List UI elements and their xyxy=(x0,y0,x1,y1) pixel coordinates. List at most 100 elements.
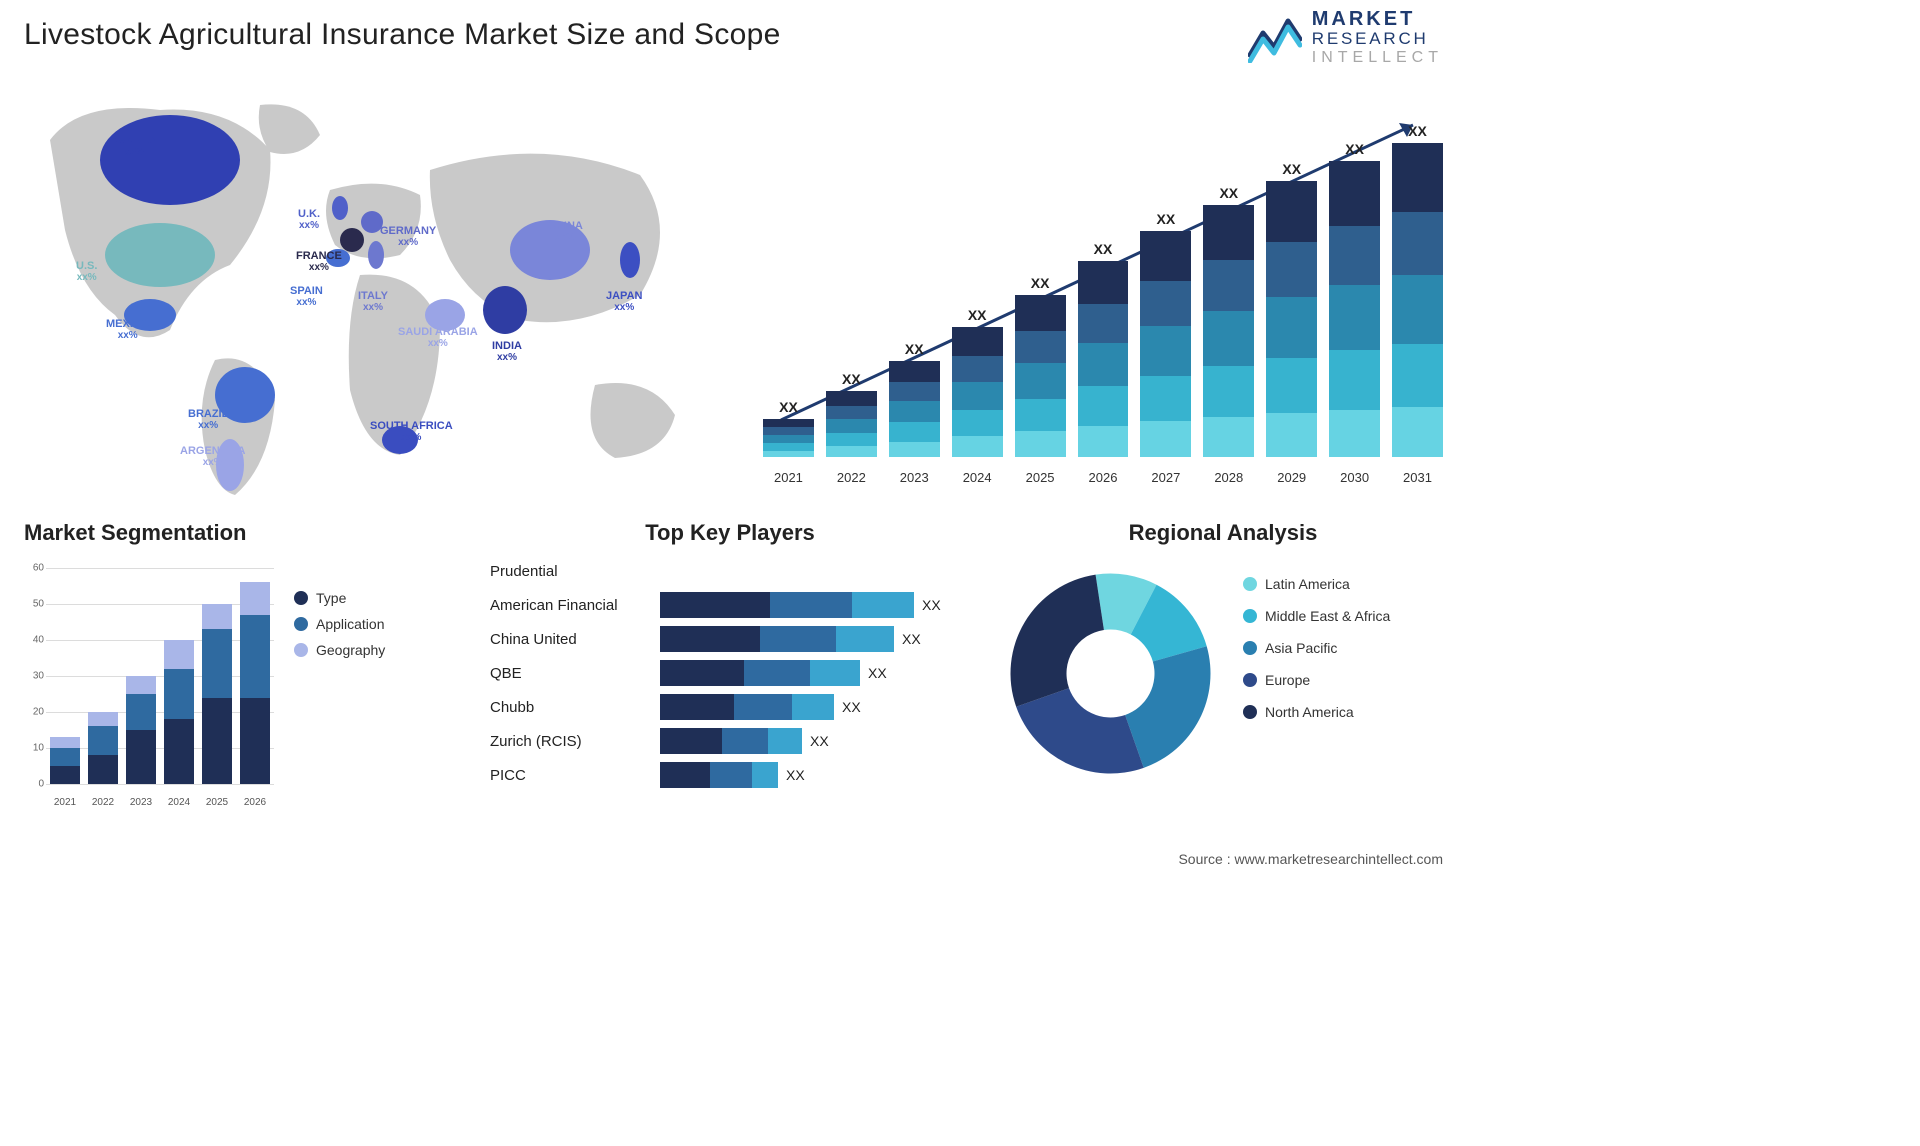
growth-bar-value: XX xyxy=(1408,123,1427,139)
map-label-spain: SPAINxx% xyxy=(290,285,323,308)
segmentation-title: Market Segmentation xyxy=(24,520,444,546)
legend-dot-icon xyxy=(1243,609,1257,623)
growth-bar-value: XX xyxy=(905,341,924,357)
map-label-china: CHINAxx% xyxy=(548,220,583,243)
legend-dot-icon xyxy=(294,617,308,631)
player-name: China United xyxy=(490,631,660,648)
map-label-india: INDIAxx% xyxy=(492,340,522,363)
seg-legend-item: Type xyxy=(294,590,385,606)
growth-bar-value: XX xyxy=(1157,211,1176,227)
seg-year-label: 2021 xyxy=(50,797,80,808)
seg-ytick: 0 xyxy=(38,779,44,790)
segmentation-legend: TypeApplicationGeography xyxy=(294,590,385,668)
legend-label: Middle East & Africa xyxy=(1265,608,1390,624)
logo-line1: MARKET xyxy=(1312,8,1443,30)
regional-legend-item: Europe xyxy=(1243,672,1390,688)
legend-label: North America xyxy=(1265,704,1354,720)
player-value: XX xyxy=(902,631,921,647)
player-row: Zurich (RCIS)XX xyxy=(490,724,970,758)
page-title: Livestock Agricultural Insurance Market … xyxy=(24,18,781,52)
seg-ytick: 50 xyxy=(33,599,44,610)
player-row: Prudential xyxy=(490,554,970,588)
map-label-argentina: ARGENTINAxx% xyxy=(180,445,245,468)
regional-donut-chart xyxy=(1003,566,1218,781)
growth-bar-value: XX xyxy=(1282,161,1301,177)
player-value: XX xyxy=(868,665,887,681)
map-label-brazil: BRAZILxx% xyxy=(188,408,228,431)
growth-bar-2028: XX xyxy=(1203,185,1254,457)
seg-bar-2025 xyxy=(202,604,232,784)
legend-label: Latin America xyxy=(1265,576,1350,592)
donut-slice xyxy=(1125,646,1210,768)
player-row: QBE XX xyxy=(490,656,970,690)
growth-year-label: 2027 xyxy=(1140,470,1191,485)
player-row: American FinancialXX xyxy=(490,588,970,622)
segmentation-chart: 0102030405060 202120222023202420252026 xyxy=(24,568,274,808)
growth-bar-2024: XX xyxy=(952,307,1003,457)
growth-year-label: 2023 xyxy=(889,470,940,485)
player-name: Prudential xyxy=(490,563,660,580)
player-name: PICC xyxy=(490,767,660,784)
legend-dot-icon xyxy=(1243,641,1257,655)
growth-bar-value: XX xyxy=(1094,241,1113,257)
growth-year-label: 2021 xyxy=(763,470,814,485)
seg-legend-item: Application xyxy=(294,616,385,632)
player-value: XX xyxy=(810,733,829,749)
growth-year-label: 2026 xyxy=(1078,470,1129,485)
growth-year-label: 2022 xyxy=(826,470,877,485)
map-label-saudi-arabia: SAUDI ARABIAxx% xyxy=(398,326,478,349)
player-bar xyxy=(660,660,860,686)
seg-ytick: 60 xyxy=(33,563,44,574)
legend-label: Type xyxy=(316,590,346,606)
regional-title: Regional Analysis xyxy=(1003,520,1443,546)
legend-label: Asia Pacific xyxy=(1265,640,1337,656)
seg-year-label: 2026 xyxy=(240,797,270,808)
player-bar xyxy=(660,626,894,652)
player-row: China United XX xyxy=(490,622,970,656)
growth-bar-value: XX xyxy=(1031,275,1050,291)
map-label-france: FRANCExx% xyxy=(296,250,342,273)
growth-bar-2026: XX xyxy=(1078,241,1129,457)
seg-bar-2026 xyxy=(240,582,270,784)
player-name: QBE xyxy=(490,665,660,682)
seg-year-label: 2025 xyxy=(202,797,232,808)
legend-dot-icon xyxy=(294,643,308,657)
growth-bar-2025: XX xyxy=(1015,275,1066,457)
growth-bar-2022: XX xyxy=(826,371,877,457)
growth-bar-value: XX xyxy=(779,399,798,415)
growth-year-label: 2028 xyxy=(1203,470,1254,485)
legend-dot-icon xyxy=(294,591,308,605)
regional-legend-item: North America xyxy=(1243,704,1390,720)
growth-year-label: 2025 xyxy=(1015,470,1066,485)
seg-bar-2023 xyxy=(126,676,156,784)
player-row: ChubbXX xyxy=(490,690,970,724)
growth-bar-value: XX xyxy=(968,307,987,323)
player-row: PICCXX xyxy=(490,758,970,792)
logo-mark-icon xyxy=(1248,11,1302,63)
regional-legend-item: Middle East & Africa xyxy=(1243,608,1390,624)
donut-slice xyxy=(1016,688,1144,773)
seg-bar-2024 xyxy=(164,640,194,784)
growth-year-label: 2029 xyxy=(1266,470,1317,485)
growth-year-label: 2030 xyxy=(1329,470,1380,485)
logo-line3: INTELLECT xyxy=(1312,49,1443,67)
map-label-u-s-: U.S.xx% xyxy=(76,260,97,283)
map-label-japan: JAPANxx% xyxy=(606,290,642,313)
source-text: Source : www.marketresearchintellect.com xyxy=(1178,851,1443,867)
player-value: XX xyxy=(842,699,861,715)
growth-bar-2027: XX xyxy=(1140,211,1191,457)
legend-label: Europe xyxy=(1265,672,1310,688)
legend-dot-icon xyxy=(1243,705,1257,719)
growth-bar-2021: XX xyxy=(763,399,814,457)
legend-label: Application xyxy=(316,616,385,632)
growth-bar-chart: XXXXXXXXXXXXXXXXXXXXXX 20212022202320242… xyxy=(763,95,1443,485)
donut-slice xyxy=(1011,575,1104,707)
world-map: CANADAxx%U.S.xx%MEXICOxx%BRAZILxx%ARGENT… xyxy=(20,80,720,500)
map-label-canada: CANADAxx% xyxy=(110,135,158,158)
players-title: Top Key Players xyxy=(490,520,970,546)
regional-section: Regional Analysis Latin America Middle Ea… xyxy=(1003,520,1443,830)
player-value: XX xyxy=(922,597,941,613)
growth-bar-2023: XX xyxy=(889,341,940,457)
regional-legend-item: Latin America xyxy=(1243,576,1390,592)
regional-legend-item: Asia Pacific xyxy=(1243,640,1390,656)
